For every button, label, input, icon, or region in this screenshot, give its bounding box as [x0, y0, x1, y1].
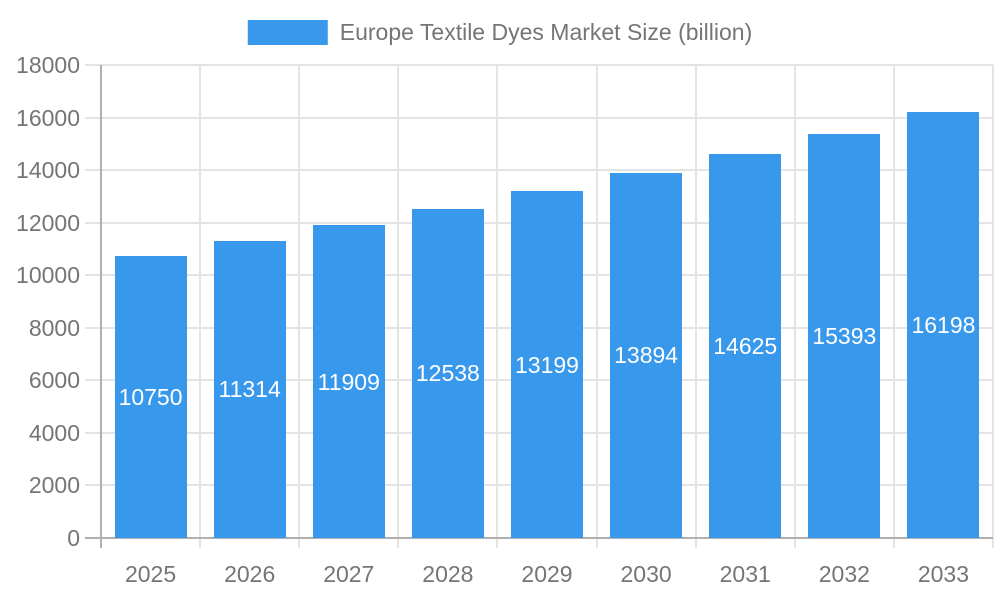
bar-value-label: 14625 — [713, 332, 778, 359]
v-gridline — [298, 65, 301, 548]
bar-2031 — [709, 153, 782, 538]
h-gridline — [85, 64, 993, 66]
bar-value-label: 10750 — [118, 383, 183, 410]
bar-2027 — [312, 225, 385, 538]
x-tick-label: 2025 — [124, 561, 177, 587]
bar-value-label: 13894 — [614, 342, 679, 369]
bar-2030 — [610, 172, 683, 538]
legend-item[interactable]: Europe Textile Dyes Market Size (billion… — [247, 19, 753, 46]
bar-value-label: 13199 — [515, 351, 579, 378]
v-gridline — [992, 65, 994, 548]
y-axis-line — [100, 65, 102, 548]
bar-value-label: 11314 — [218, 376, 281, 403]
y-tick-label: 18000 — [16, 52, 80, 78]
bar-value-label: 16198 — [911, 312, 976, 339]
legend-swatch — [247, 20, 328, 45]
y-tick-label: 8000 — [28, 314, 80, 341]
x-tick-label: 2027 — [323, 561, 375, 587]
bar-2028 — [411, 208, 484, 538]
x-tick-label: 2031 — [719, 561, 771, 587]
y-tick-label: 0 — [67, 525, 80, 551]
v-gridline — [694, 65, 697, 548]
v-gridline — [496, 65, 499, 548]
x-axis-line — [85, 537, 993, 539]
v-gridline — [397, 65, 400, 548]
v-gridline — [892, 65, 895, 548]
x-tick-label: 2033 — [917, 561, 970, 587]
bar-2025 — [114, 255, 187, 538]
h-gridline — [85, 116, 993, 119]
h-gridline — [85, 169, 993, 172]
bar-value-label: 12538 — [415, 360, 480, 387]
legend-label: Europe Textile Dyes Market Size (billion… — [339, 19, 753, 45]
bar-2032 — [808, 133, 881, 538]
x-tick-label: 2032 — [818, 561, 870, 587]
x-tick-label: 2029 — [521, 561, 573, 587]
y-tick-label: 16000 — [16, 104, 80, 131]
x-tick-label: 2028 — [422, 561, 474, 587]
y-tick-label: 12000 — [16, 209, 80, 236]
v-gridline — [199, 65, 202, 548]
y-tick-label: 2000 — [28, 472, 80, 499]
y-tick-label: 10000 — [16, 262, 80, 289]
y-tick-label: 14000 — [16, 157, 80, 184]
bar-2033 — [907, 112, 980, 538]
bar-2026 — [213, 240, 286, 538]
y-tick-label: 6000 — [28, 367, 80, 394]
y-tick-label: 4000 — [28, 419, 80, 446]
bar-value-label: 15393 — [812, 322, 877, 349]
x-tick-label: 2026 — [224, 561, 276, 587]
x-tick-label: 2030 — [620, 561, 672, 587]
v-gridline — [793, 65, 796, 548]
bar-2029 — [511, 191, 583, 538]
v-gridline — [595, 65, 598, 548]
bar-value-label: 11909 — [317, 368, 380, 395]
